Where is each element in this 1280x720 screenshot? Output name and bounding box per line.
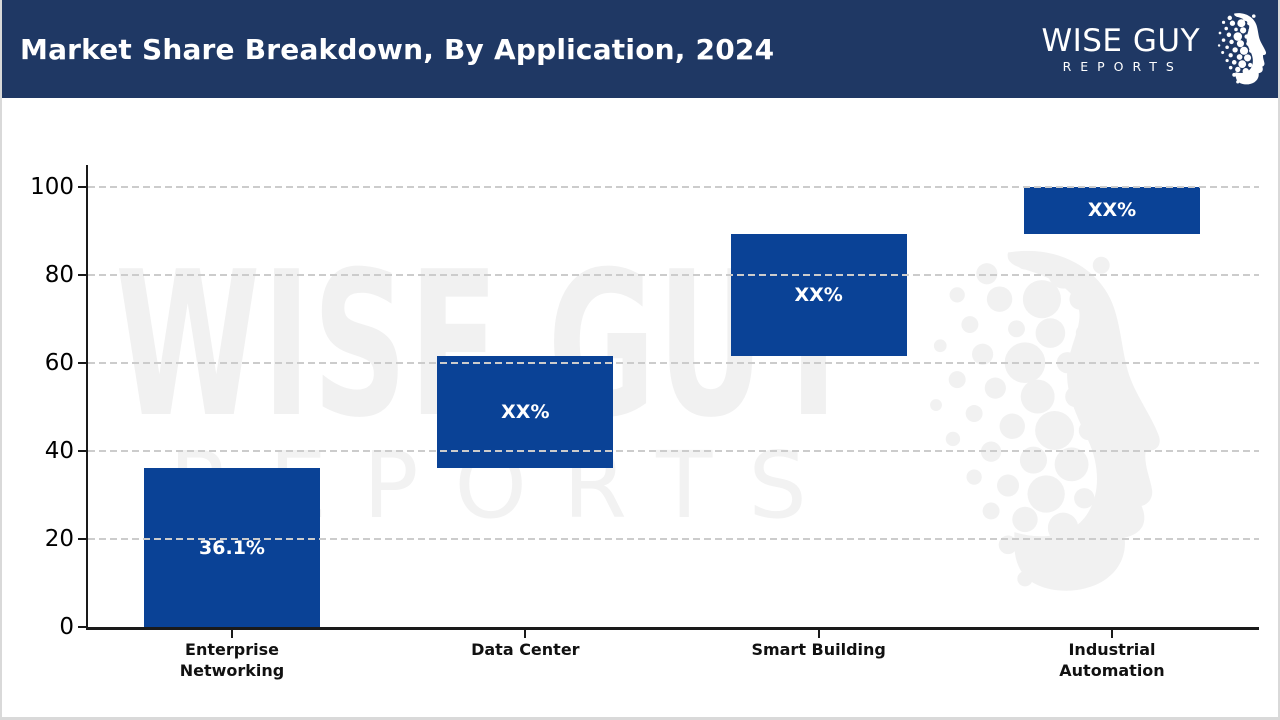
y-tick-label: 20 xyxy=(44,526,74,552)
logo-sub-wordmark: REPORTS xyxy=(1062,58,1183,74)
y-tick-label: 40 xyxy=(44,438,74,464)
x-tick-3 xyxy=(1110,629,1113,638)
bar-segment: XX% xyxy=(730,233,907,356)
x-tick-label: Enterprise Networking xyxy=(179,640,285,680)
bar-segment: XX% xyxy=(437,355,614,469)
bar-value-label: XX% xyxy=(501,401,550,424)
x-tick-1 xyxy=(524,629,527,638)
y-tick-40 xyxy=(78,450,86,452)
header-bar: Market Share Breakdown, By Application, … xyxy=(2,0,1278,98)
logo-wordmark: WISE GUY xyxy=(1041,22,1200,59)
gridline-60 xyxy=(88,362,1259,364)
bar-segment: XX% xyxy=(1023,187,1200,234)
y-tick-label: 80 xyxy=(44,262,74,288)
wiseguy-logo: WISE GUY REPORTS xyxy=(1041,10,1268,88)
y-tick-label: 60 xyxy=(44,350,74,376)
gridline-40 xyxy=(88,450,1259,452)
y-tick-label: 100 xyxy=(30,174,74,200)
y-axis-line xyxy=(86,165,88,629)
logo-head-icon xyxy=(1204,10,1268,88)
x-tick-label: Smart Building xyxy=(751,640,886,659)
y-tick-100 xyxy=(78,186,86,188)
x-tick-label: Industrial Automation xyxy=(1059,640,1165,680)
gridline-20 xyxy=(88,538,1259,540)
bar-value-label: 36.1% xyxy=(199,536,265,559)
gridline-100 xyxy=(88,186,1259,188)
y-tick-80 xyxy=(78,274,86,276)
x-axis-line xyxy=(86,627,1259,630)
y-tick-label: 0 xyxy=(59,614,74,640)
bar-value-label: XX% xyxy=(1087,199,1137,222)
y-tick-0 xyxy=(78,626,86,628)
page-title: Market Share Breakdown, By Application, … xyxy=(20,32,775,66)
y-tick-60 xyxy=(78,362,86,364)
gridline-80 xyxy=(88,274,1259,276)
bar-segment: 36.1% xyxy=(144,468,320,627)
y-tick-20 xyxy=(78,538,86,540)
x-tick-label: Data Center xyxy=(471,640,580,659)
x-tick-2 xyxy=(817,629,820,638)
x-tick-0 xyxy=(231,629,233,638)
bar-value-label: XX% xyxy=(794,283,843,306)
